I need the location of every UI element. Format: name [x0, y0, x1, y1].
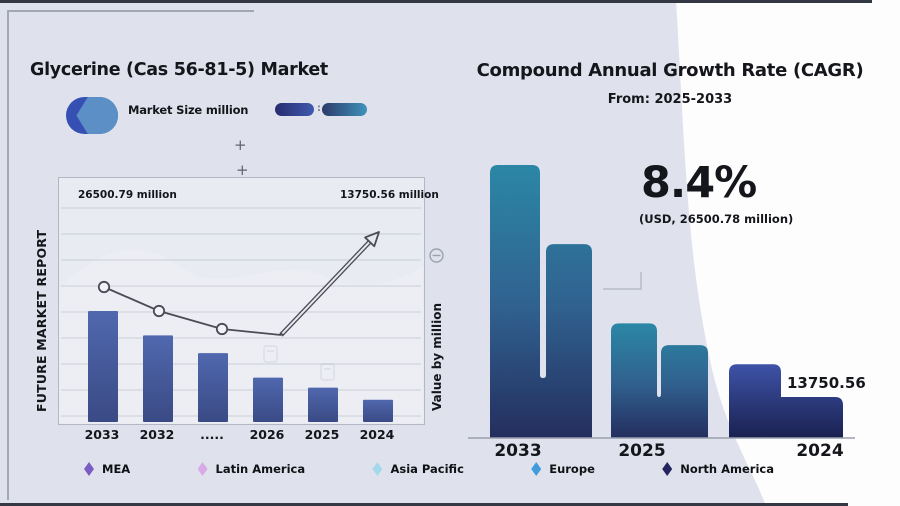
step-decoration: [603, 272, 642, 290]
ghost-icons: [263, 345, 335, 381]
axis-year-label: 2033: [494, 441, 542, 461]
capsule-icon: [66, 97, 118, 134]
page-title: Glycerine (Cas 56-81-5) Market: [30, 60, 328, 80]
diamond-icon: [662, 462, 673, 476]
legend-label: North America: [680, 462, 774, 476]
plus-icon: +: [236, 161, 249, 179]
region-legend: MEA Latin America Asia Pacific Europe North …: [84, 462, 774, 476]
value-axis-label: Value by million: [430, 302, 444, 411]
pill-icon-1: [275, 103, 314, 116]
trend-marker: [215, 322, 229, 336]
diamond-icon: [372, 462, 383, 476]
diamond-icon: [197, 462, 208, 476]
cagr-title: Compound Annual Growth Rate (CAGR): [476, 60, 864, 81]
legend-label: Europe: [549, 462, 595, 476]
bar-2033: [88, 311, 118, 422]
legend-item-mea: MEA: [84, 462, 130, 476]
axis-year-label: 2024: [796, 441, 844, 461]
legend-item-latin-america: Latin America: [197, 462, 306, 476]
legend-item-north-america: North America: [662, 462, 774, 476]
frame-line-bottom: [0, 503, 848, 506]
corner-line-vertical: [7, 10, 9, 500]
legend-item-europe: Europe: [531, 462, 595, 476]
cagr-chart-canvas: [468, 165, 855, 439]
bar-2024: [363, 399, 393, 422]
bar-.....: [198, 353, 228, 422]
legend-label: Asia Pacific: [390, 462, 464, 476]
axis-year-label: 2026: [249, 427, 285, 442]
axis-year-label: 2025: [304, 427, 340, 442]
cagr-subtitle: From: 2025-2033: [607, 92, 733, 107]
arrow-shaft-inner: [281, 237, 375, 335]
market-size-bars: [88, 311, 393, 422]
axis-year-label: .....: [200, 427, 224, 442]
trend-line-and-arrow: [97, 231, 380, 337]
axis-year-label: 2024: [359, 427, 395, 442]
market-size-chart-canvas: [59, 207, 423, 423]
legend-label: MEA: [102, 462, 131, 476]
legend-separator: :: [317, 103, 321, 114]
axis-year-label: 2032: [139, 427, 175, 442]
axis-year-label: 2025: [618, 441, 666, 461]
diamond-icon: [84, 462, 94, 476]
legend-label: Latin America: [215, 462, 306, 476]
cagr-value: 8.4%: [641, 158, 757, 208]
arrow-head: [364, 231, 380, 248]
bar-pair-2025: [611, 323, 708, 438]
corner-line-horizontal: [7, 10, 254, 12]
annotation-2033-value: 26500.79 million: [78, 189, 177, 201]
trend-marker: [97, 280, 111, 294]
capsule-icon-highlight: [76, 97, 118, 134]
market-size-legend: Market Size million :: [66, 95, 386, 137]
trend-line: [103, 286, 282, 336]
bar-2026: [253, 377, 283, 422]
market-size-chart: [58, 177, 425, 425]
cagr-bars: [490, 165, 843, 438]
cagr-note: (USD, 26500.78 million): [639, 212, 794, 226]
bar-2032: [143, 335, 173, 422]
gridlines: [61, 207, 421, 417]
bar-2025: [308, 387, 338, 422]
minus-circle-icon: [429, 248, 444, 263]
axis-year-label: 2033: [84, 427, 120, 442]
annotation-2024-value: 13750.56 million: [340, 189, 439, 201]
legend-item-asia-pacific: Asia Pacific: [372, 462, 464, 476]
plus-icon: +: [234, 136, 247, 154]
frame-line-top: [0, 0, 872, 3]
diamond-icon: [531, 462, 542, 476]
report-watermark-label: FUTURE MARKET REPORT: [34, 229, 49, 412]
bar-pair-2033: [490, 165, 592, 438]
market-size-legend-label: Market Size million: [128, 103, 249, 117]
trend-marker: [152, 304, 166, 318]
bar-value-label: 13750.56: [787, 374, 866, 392]
bar-pair-2024: [729, 364, 843, 438]
pill-icon-2: [322, 103, 367, 116]
